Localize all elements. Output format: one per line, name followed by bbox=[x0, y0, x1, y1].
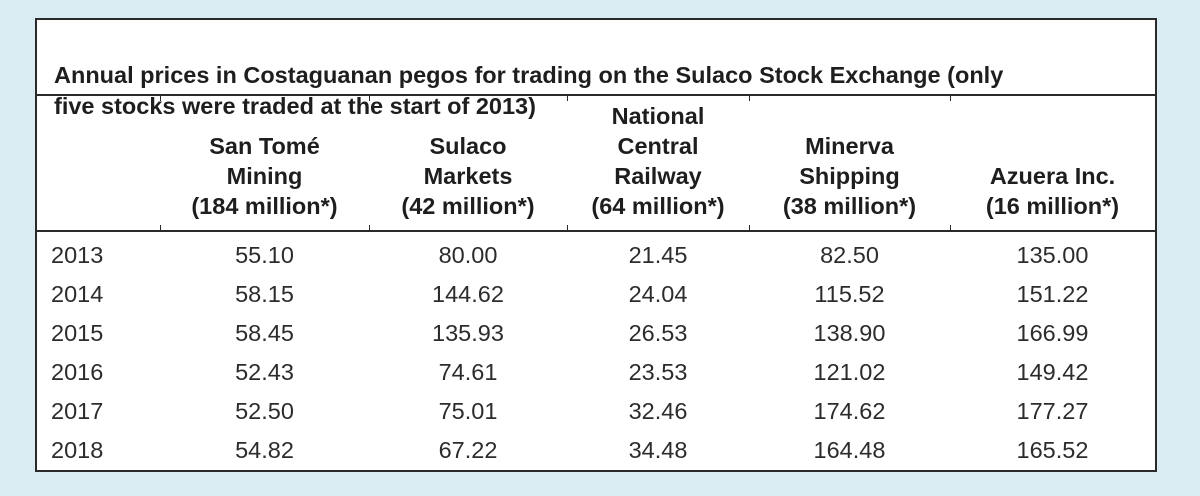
price-cell-azuera-inc: 151.22 bbox=[1016, 281, 1089, 307]
column-header-azuera-inc: Azuera Inc. (16 million*) bbox=[950, 96, 1155, 232]
header-row: San Tomé Mining (184 million*) Sulaco Mar… bbox=[37, 96, 1155, 232]
year-cell: 2017 bbox=[51, 398, 104, 424]
price-cell-sulaco-markets: 67.22 bbox=[438, 437, 498, 463]
price-cell-minerva-shipping: 121.02 bbox=[813, 359, 886, 385]
price-cell-san-tome-mining: 58.15 bbox=[235, 281, 294, 307]
table-row: 2014 58.15 144.62 24.04 115.52 151.22 bbox=[37, 275, 1155, 314]
price-cell-sulaco-markets: 75.01 bbox=[438, 398, 498, 424]
price-cell-minerva-shipping: 82.50 bbox=[820, 242, 879, 268]
column-header-sulaco-markets: Sulaco Markets (42 million*) bbox=[369, 96, 567, 232]
table-caption: Annual prices in Costaguanan pegos for t… bbox=[37, 20, 1155, 119]
price-cell-san-tome-mining: 52.43 bbox=[235, 359, 294, 385]
column-header-national-central-railway: National Central Railway (64 million*) bbox=[567, 96, 749, 232]
price-cell-san-tome-mining: 54.82 bbox=[235, 437, 294, 463]
price-cell-national-central-railway: 32.46 bbox=[628, 398, 688, 424]
price-cell-national-central-railway: 34.48 bbox=[628, 437, 688, 463]
stock-price-table-figure: Annual prices in Costaguanan pegos for t… bbox=[35, 18, 1157, 472]
year-cell: 2016 bbox=[51, 359, 104, 385]
year-cell: 2014 bbox=[51, 281, 104, 307]
price-cell-sulaco-markets: 135.93 bbox=[432, 320, 504, 346]
price-cell-sulaco-markets: 74.61 bbox=[438, 359, 498, 385]
price-cell-national-central-railway: 24.04 bbox=[628, 281, 688, 307]
price-cell-sulaco-markets: 80.00 bbox=[438, 242, 498, 268]
price-cell-minerva-shipping: 174.62 bbox=[813, 398, 886, 424]
table-row: 2015 58.45 135.93 26.53 138.90 166.99 bbox=[37, 314, 1155, 353]
price-cell-national-central-railway: 26.53 bbox=[628, 320, 688, 346]
price-cell-minerva-shipping: 138.90 bbox=[813, 320, 886, 346]
year-cell: 2018 bbox=[51, 437, 104, 463]
price-table: San Tomé Mining (184 million*) Sulaco Mar… bbox=[37, 96, 1155, 470]
table-row: 2018 54.82 67.22 34.48 164.48 165.52 bbox=[37, 431, 1155, 470]
table-row: 2016 52.43 74.61 23.53 121.02 149.42 bbox=[37, 353, 1155, 392]
price-cell-san-tome-mining: 55.10 bbox=[235, 242, 294, 268]
table-head: San Tomé Mining (184 million*) Sulaco Mar… bbox=[37, 96, 1155, 232]
table-row: 2013 55.10 80.00 21.45 82.50 135.00 bbox=[37, 231, 1155, 275]
price-cell-minerva-shipping: 115.52 bbox=[814, 281, 885, 307]
column-header-san-tome-mining: San Tomé Mining (184 million*) bbox=[160, 96, 369, 232]
price-cell-azuera-inc: 135.00 bbox=[1016, 242, 1089, 268]
year-cell: 2013 bbox=[51, 242, 104, 268]
price-cell-san-tome-mining: 58.45 bbox=[235, 320, 294, 346]
price-cell-azuera-inc: 165.52 bbox=[1016, 437, 1089, 463]
price-cell-minerva-shipping: 164.48 bbox=[813, 437, 886, 463]
column-header-minerva-shipping: Minerva Shipping (38 million*) bbox=[749, 96, 950, 232]
price-cell-sulaco-markets: 144.62 bbox=[432, 281, 504, 307]
table-body: 2013 55.10 80.00 21.45 82.50 135.00 2014 58.15 1… bbox=[37, 231, 1155, 470]
price-cell-national-central-railway: 21.45 bbox=[628, 242, 688, 268]
table-row: 2017 52.50 75.01 32.46 174.62 177.27 bbox=[37, 392, 1155, 431]
price-cell-azuera-inc: 177.27 bbox=[1016, 398, 1089, 424]
year-column-header bbox=[37, 96, 160, 232]
price-cell-azuera-inc: 166.99 bbox=[1016, 320, 1089, 346]
price-cell-azuera-inc: 149.42 bbox=[1016, 359, 1089, 385]
price-cell-san-tome-mining: 52.50 bbox=[235, 398, 294, 424]
year-cell: 2015 bbox=[51, 320, 104, 346]
price-cell-national-central-railway: 23.53 bbox=[628, 359, 688, 385]
